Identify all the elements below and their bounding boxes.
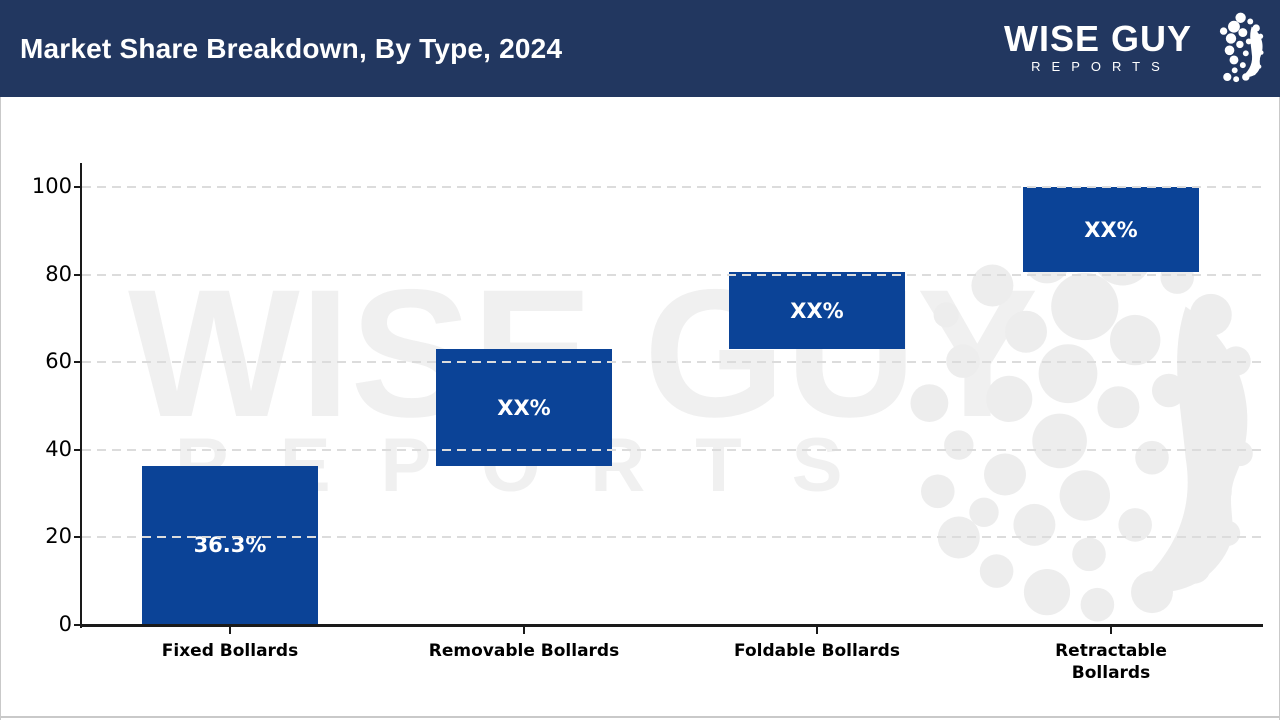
y-tick-label: 60 — [45, 349, 72, 374]
x-tick-mark — [229, 627, 231, 634]
x-tick-mark — [816, 627, 818, 634]
page-title: Market Share Breakdown, By Type, 2024 — [20, 32, 563, 64]
x-category-label-line: Retractable — [1055, 641, 1167, 661]
y-tick-label: 0 — [58, 612, 72, 636]
x-category-label-line: Bollards — [1071, 663, 1151, 684]
bar-value-label: XX% — [1084, 217, 1138, 242]
x-category-label: Removable Bollards — [404, 640, 644, 662]
wiseguy-logo-text: WISE GUY REPORTS — [1003, 17, 1192, 75]
wiseguy-head-watermark-icon — [910, 226, 1253, 622]
y-tick-mark — [74, 361, 82, 364]
y-tick-mark — [74, 273, 82, 276]
wiseguy-head-icon — [1219, 12, 1264, 83]
x-tick-mark — [1110, 627, 1112, 634]
x-category-label: Retractable Bollards — [991, 640, 1231, 684]
y-tick-label: 40 — [45, 436, 72, 461]
wiseguy-logo: WISE GUY REPORTS — [1004, 4, 1268, 90]
bar-value-label: XX% — [790, 298, 844, 323]
x-category-label-line: Removable Bollards — [428, 641, 620, 661]
grid-line — [82, 536, 1263, 539]
y-tick-label: 80 — [45, 261, 72, 286]
y-axis-line — [80, 163, 82, 628]
bar-value-label: XX% — [497, 395, 551, 420]
wiseguy-logo-line2: REPORTS — [1031, 59, 1171, 75]
y-tick-mark — [74, 624, 82, 626]
y-tick-mark — [74, 186, 82, 188]
bar-segment: XX% — [729, 272, 905, 350]
frame-edge-left — [0, 97, 1, 720]
wiseguy-logo-line1: WISE GUY — [1003, 17, 1192, 59]
bar-segment: XX% — [436, 349, 612, 466]
bar-segment: XX% — [1023, 187, 1199, 273]
grid-line — [82, 273, 1263, 276]
y-tick-mark — [74, 536, 82, 539]
grid-line — [82, 186, 1263, 188]
x-category-label-line: Foldable Bollards — [734, 641, 900, 661]
x-category-label: Fixed Bollards — [110, 640, 350, 662]
grid-line — [82, 361, 1263, 364]
x-category-label: Foldable Bollards — [697, 640, 937, 662]
frame-edge-bottom — [0, 716, 1280, 718]
bar-segment: 36.3% — [142, 466, 318, 625]
x-tick-mark — [523, 627, 525, 634]
x-category-label-line: Fixed Bollards — [161, 641, 299, 661]
header-bar: Market Share Breakdown, By Type, 2024 WI… — [0, 0, 1280, 97]
grid-line — [82, 448, 1263, 451]
x-axis-line — [80, 624, 1263, 627]
y-tick-label: 100 — [31, 174, 72, 198]
y-tick-label: 20 — [45, 524, 72, 549]
y-tick-mark — [74, 448, 82, 451]
